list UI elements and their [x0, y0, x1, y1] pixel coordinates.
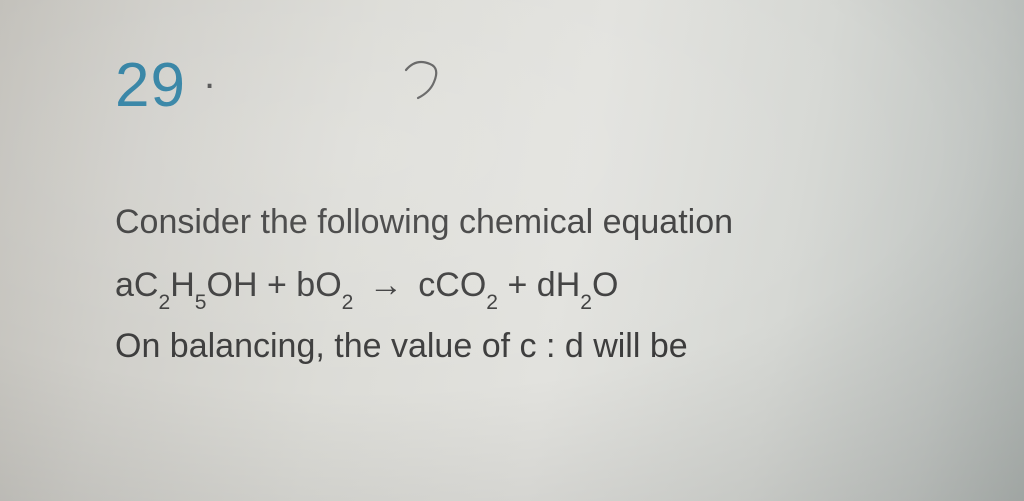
elem-h: H [170, 266, 195, 304]
elem-oh: OH [207, 266, 258, 304]
elem-co2-o: O [460, 266, 486, 304]
question-number-value: 29 [115, 51, 186, 120]
chemical-equation: aC2H5OH + bO2 → cCO2 + dH2O [115, 253, 934, 318]
sub-h2o: 2 [580, 291, 592, 314]
coef-d: d [537, 266, 556, 304]
question-card: 29. Consider the following chemical equa… [0, 0, 1024, 501]
sub-5: 5 [195, 291, 207, 314]
reaction-arrow-icon: → [363, 253, 409, 318]
question-intro: Consider the following chemical equation [115, 193, 934, 253]
question-prompt: On balancing, the value of c : d will be [115, 317, 934, 377]
sub-2: 2 [158, 291, 170, 314]
elem-co2-c: C [435, 266, 460, 304]
question-number: 29. [115, 50, 934, 121]
sub-o2: 2 [342, 291, 354, 314]
sub-co2: 2 [486, 291, 498, 314]
plus-2: + [498, 266, 537, 304]
question-number-dot: . [204, 53, 216, 97]
elem-c: C [134, 266, 159, 304]
plus-1: + [258, 266, 297, 304]
coef-a: a [115, 266, 134, 304]
elem-h2o-h: H [556, 266, 581, 304]
coef-b: b [296, 266, 315, 304]
elem-h2o-o: O [592, 266, 618, 304]
elem-o: O [315, 266, 341, 304]
coef-c: c [418, 266, 435, 304]
